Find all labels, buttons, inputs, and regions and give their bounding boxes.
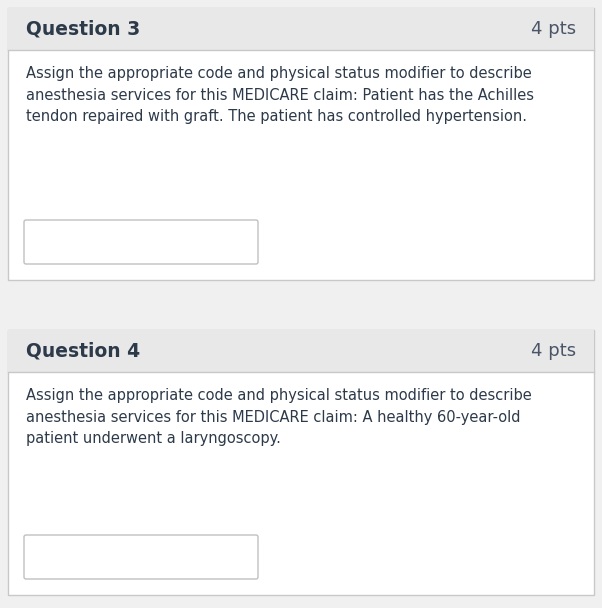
Bar [8,8,594,280]
Text: Question 3: Question 3 [26,19,140,38]
Bar [8,330,594,595]
Text: Assign the appropriate code and physical status modifier to describe
anesthesia : Assign the appropriate code and physical… [26,388,532,446]
Bar [8,8,594,50]
FancyBboxPatch shape [24,220,258,264]
Text: Assign the appropriate code and physical status modifier to describe
anesthesia : Assign the appropriate code and physical… [26,66,534,124]
FancyBboxPatch shape [24,535,258,579]
Bar [8,330,594,372]
Text: Question 4: Question 4 [26,342,140,361]
Text: 4 pts: 4 pts [531,342,576,360]
Text: 4 pts: 4 pts [531,20,576,38]
